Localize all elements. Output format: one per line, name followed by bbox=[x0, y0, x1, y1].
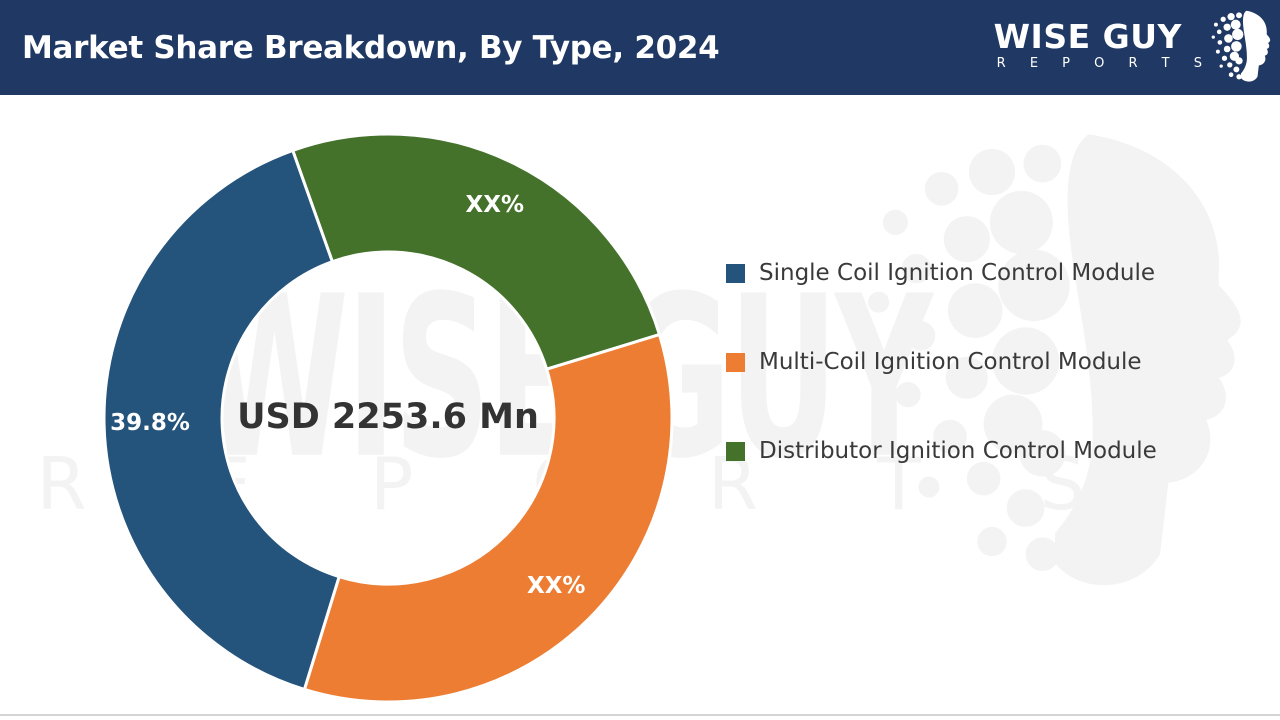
legend-item: Distributor Ignition Control Module bbox=[726, 436, 1157, 466]
legend-label: Single Coil Ignition Control Module bbox=[759, 260, 1156, 286]
donut-slice bbox=[302, 333, 674, 704]
brand-logo-text: WISE GUY R E P O R T S bbox=[993, 17, 1212, 71]
brand-logo-wordmark: WISE GUY bbox=[993, 17, 1182, 56]
donut-slice bbox=[102, 148, 341, 691]
header-bar: Market Share Breakdown, By Type, 2024 WI… bbox=[0, 0, 1280, 95]
brand-face-icon bbox=[1208, 10, 1274, 86]
legend-label: Multi-Coil Ignition Control Module bbox=[759, 349, 1142, 375]
bottom-divider bbox=[0, 714, 1280, 716]
legend-item: Single Coil Ignition Control Module bbox=[726, 258, 1157, 288]
brand-logo: WISE GUY R E P O R T S bbox=[994, 6, 1274, 86]
brand-logo-subtext: R E P O R T S bbox=[996, 56, 1212, 71]
legend-item: Multi-Coil Ignition Control Module bbox=[726, 347, 1157, 377]
legend-label: Distributor Ignition Control Module bbox=[759, 438, 1157, 464]
donut-center-value: USD 2253.6 Mn bbox=[237, 397, 539, 437]
donut-slice bbox=[291, 132, 661, 371]
legend-swatch bbox=[726, 441, 745, 461]
legend-swatch bbox=[726, 352, 745, 372]
legend-swatch bbox=[726, 263, 745, 283]
page-title: Market Share Breakdown, By Type, 2024 bbox=[22, 29, 720, 66]
donut-chart bbox=[102, 132, 674, 704]
chart-legend: Single Coil Ignition Control Module Mult… bbox=[726, 258, 1157, 466]
